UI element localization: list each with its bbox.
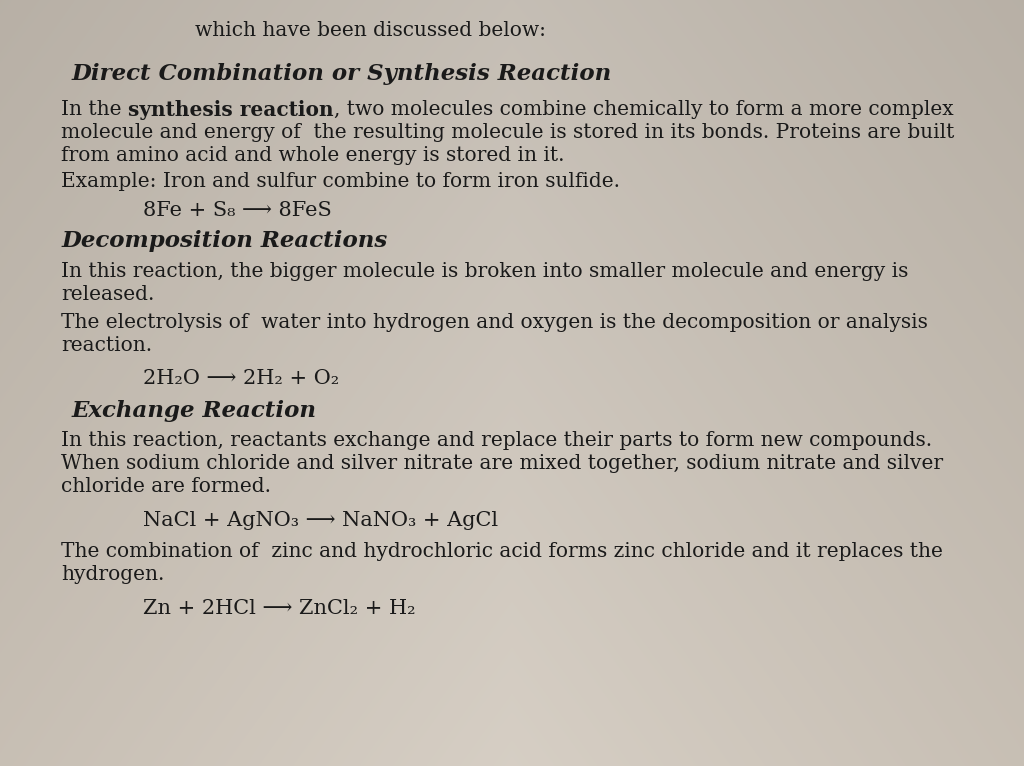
Text: In the: In the: [61, 100, 128, 119]
Text: In this reaction, reactants exchange and replace their parts to form new compoun: In this reaction, reactants exchange and…: [61, 431, 933, 450]
Text: Example: Iron and sulfur combine to form iron sulfide.: Example: Iron and sulfur combine to form…: [61, 172, 621, 192]
Text: which have been discussed below:: which have been discussed below:: [195, 21, 546, 41]
Text: 8Fe + S₈ ⟶ 8FeS: 8Fe + S₈ ⟶ 8FeS: [143, 201, 332, 220]
Text: released.: released.: [61, 285, 155, 304]
Text: molecule and energy of  the resulting molecule is stored in its bonds. Proteins : molecule and energy of the resulting mol…: [61, 123, 954, 142]
Text: The electrolysis of  water into hydrogen and oxygen is the decomposition or anal: The electrolysis of water into hydrogen …: [61, 313, 929, 332]
Text: from amino acid and whole energy is stored in it.: from amino acid and whole energy is stor…: [61, 146, 565, 165]
Text: Direct Combination or Synthesis Reaction: Direct Combination or Synthesis Reaction: [72, 63, 612, 85]
Text: When sodium chloride and silver nitrate are mixed together, sodium nitrate and s: When sodium chloride and silver nitrate …: [61, 454, 943, 473]
Text: , two molecules combine chemically to form a more complex: , two molecules combine chemically to fo…: [334, 100, 953, 119]
Text: synthesis reaction: synthesis reaction: [128, 100, 334, 119]
Text: Exchange Reaction: Exchange Reaction: [72, 400, 316, 422]
Text: chloride are formed.: chloride are formed.: [61, 477, 271, 496]
Text: Decomposition Reactions: Decomposition Reactions: [61, 230, 388, 252]
Text: hydrogen.: hydrogen.: [61, 565, 165, 584]
Text: 2H₂O ⟶ 2H₂ + O₂: 2H₂O ⟶ 2H₂ + O₂: [143, 369, 340, 388]
Text: Zn + 2HCl ⟶ ZnCl₂ + H₂: Zn + 2HCl ⟶ ZnCl₂ + H₂: [143, 599, 416, 618]
Text: The combination of  zinc and hydrochloric acid forms zinc chloride and it replac: The combination of zinc and hydrochloric…: [61, 542, 943, 561]
Text: reaction.: reaction.: [61, 336, 153, 355]
Text: NaCl + AgNO₃ ⟶ NaNO₃ + AgCl: NaCl + AgNO₃ ⟶ NaNO₃ + AgCl: [143, 511, 499, 530]
Text: In this reaction, the bigger molecule is broken into smaller molecule and energy: In this reaction, the bigger molecule is…: [61, 262, 909, 281]
